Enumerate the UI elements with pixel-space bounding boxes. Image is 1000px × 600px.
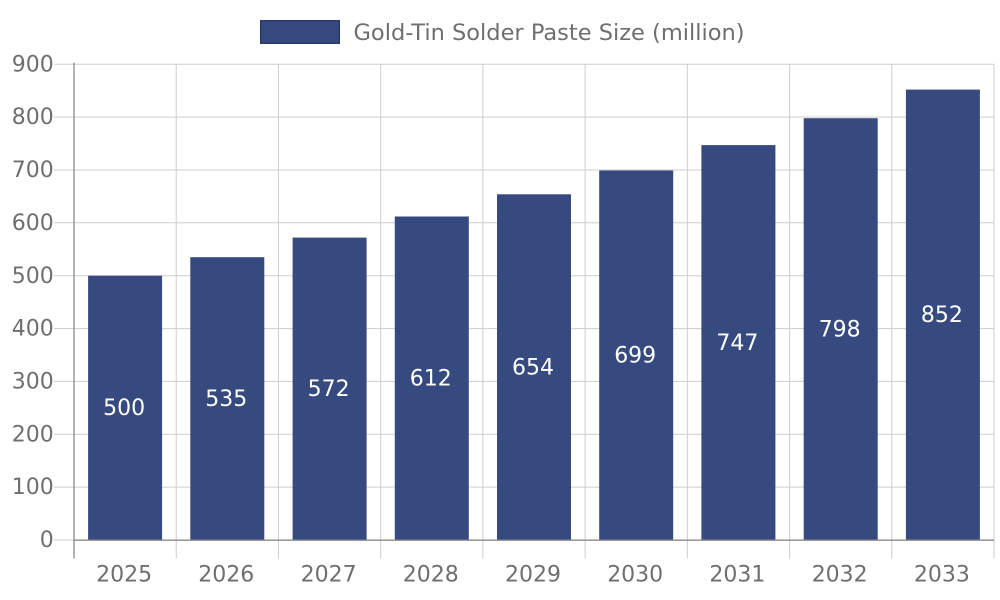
svg-text:2027: 2027 bbox=[301, 562, 357, 587]
svg-text:2029: 2029 bbox=[505, 562, 561, 587]
svg-text:572: 572 bbox=[308, 377, 350, 402]
svg-text:654: 654 bbox=[512, 355, 554, 380]
svg-text:600: 600 bbox=[12, 211, 54, 236]
svg-text:800: 800 bbox=[12, 105, 54, 130]
svg-text:500: 500 bbox=[103, 396, 145, 421]
svg-text:400: 400 bbox=[12, 317, 54, 342]
svg-text:852: 852 bbox=[921, 303, 963, 328]
svg-text:200: 200 bbox=[12, 422, 54, 447]
svg-text:612: 612 bbox=[410, 366, 452, 391]
svg-text:699: 699 bbox=[614, 344, 656, 369]
svg-text:0: 0 bbox=[40, 528, 54, 553]
svg-text:100: 100 bbox=[12, 475, 54, 500]
svg-text:747: 747 bbox=[716, 331, 758, 356]
svg-text:2032: 2032 bbox=[812, 562, 868, 587]
svg-text:Gold-Tin Solder Paste Size (mi: Gold-Tin Solder Paste Size (million) bbox=[354, 20, 745, 46]
svg-text:2026: 2026 bbox=[198, 562, 254, 587]
svg-text:798: 798 bbox=[819, 317, 861, 342]
svg-text:2031: 2031 bbox=[709, 562, 765, 587]
svg-text:300: 300 bbox=[12, 370, 54, 395]
svg-text:2033: 2033 bbox=[914, 562, 970, 587]
svg-text:900: 900 bbox=[12, 52, 54, 77]
svg-text:2025: 2025 bbox=[96, 562, 152, 587]
svg-text:700: 700 bbox=[12, 158, 54, 183]
svg-text:500: 500 bbox=[12, 264, 54, 289]
svg-text:2030: 2030 bbox=[607, 562, 663, 587]
svg-text:535: 535 bbox=[205, 387, 247, 412]
svg-text:2028: 2028 bbox=[403, 562, 459, 587]
